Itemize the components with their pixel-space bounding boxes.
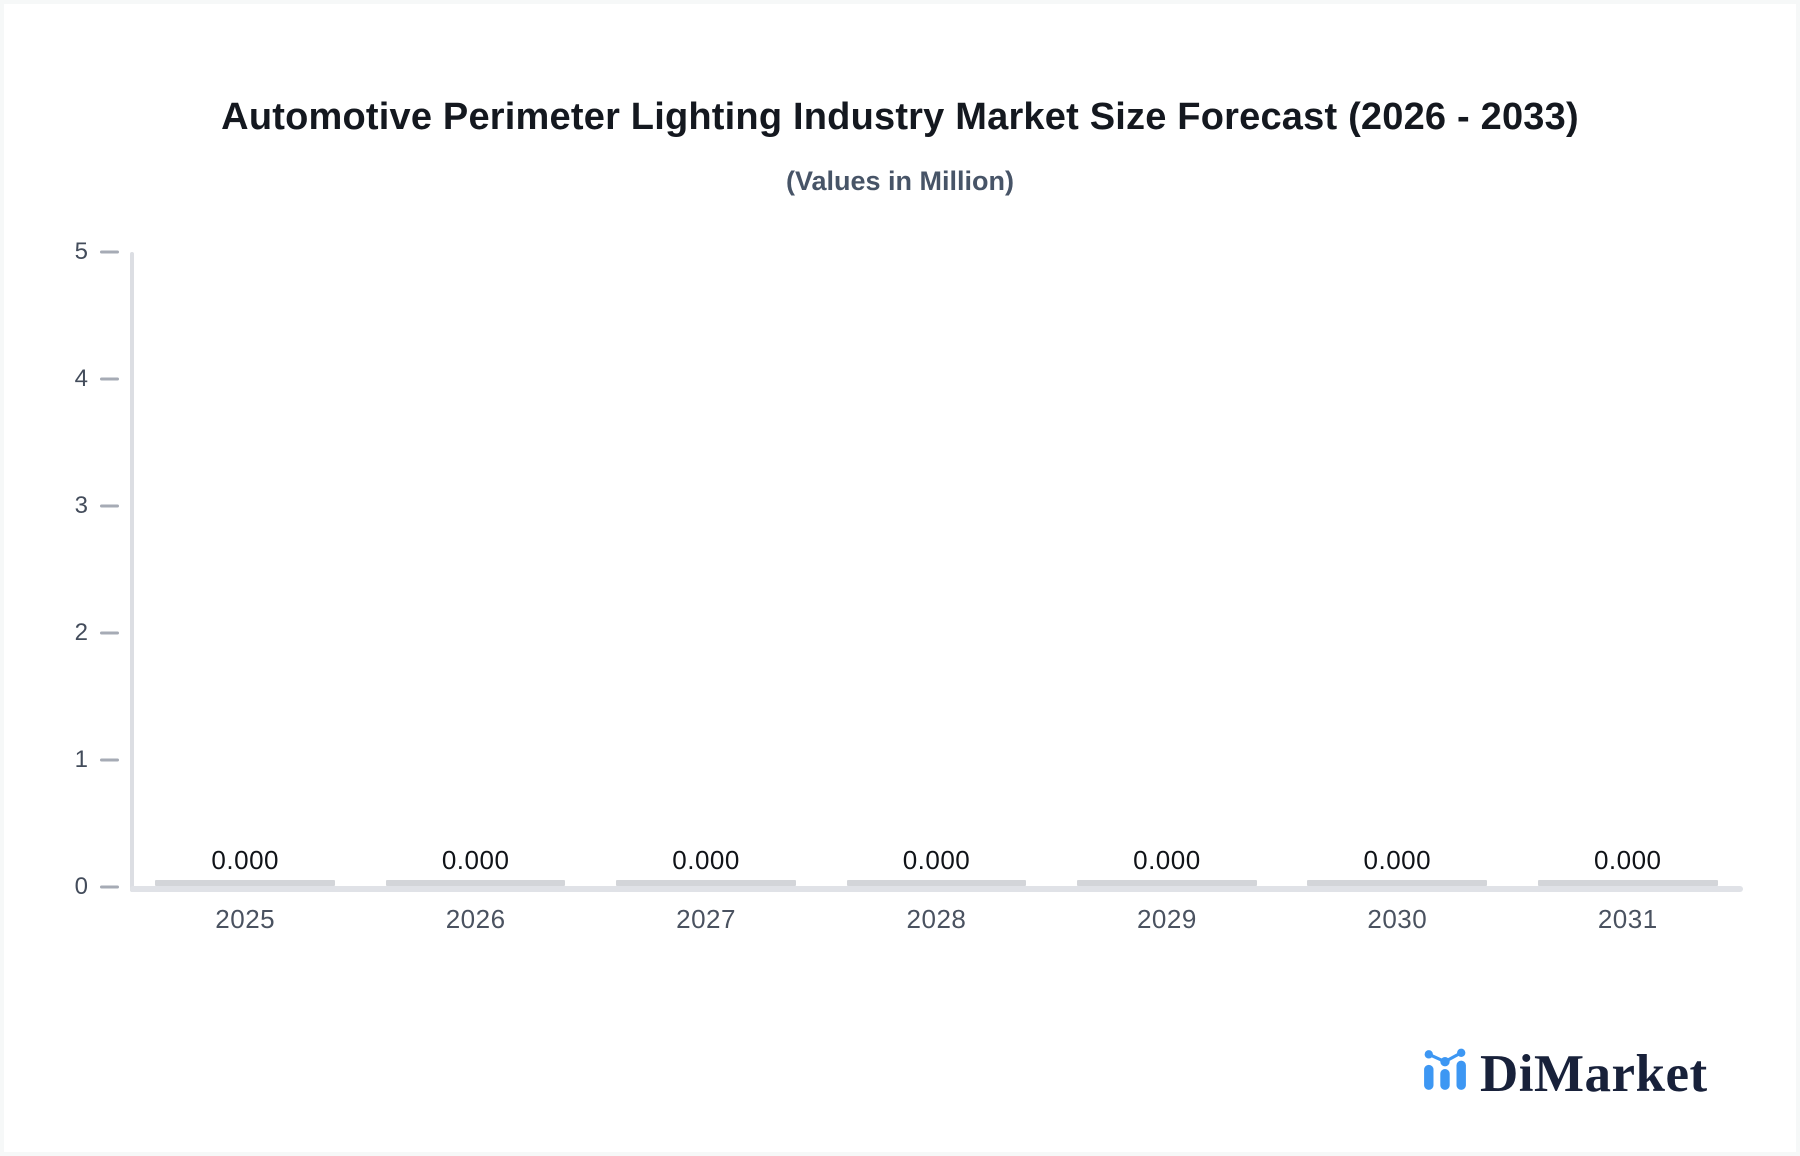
bar-column: 0.000 2028 [821, 750, 1051, 936]
y-tick-mark [100, 504, 119, 508]
y-tick-label: 5 [74, 238, 88, 265]
y-tick-label: 0 [74, 873, 88, 900]
x-tick-label: 2026 [445, 904, 506, 934]
bar-value-label: 0.000 [1593, 845, 1662, 875]
bar [1307, 880, 1488, 886]
bar-column: 0.000 2029 [1052, 750, 1282, 936]
bar-value-label: 0.000 [1363, 845, 1432, 875]
logo-text: DiMarket [1480, 1045, 1708, 1103]
bar-value-label: 0.000 [1133, 845, 1201, 875]
plot-area: 0.000 2025 0.000 2026 0.000 2027 0.000 2… [130, 750, 1743, 936]
x-tick-label: 2031 [1597, 904, 1658, 934]
bar-value-label: 0.000 [441, 845, 510, 875]
bar [385, 880, 566, 886]
bar-value-label: 0.000 [672, 845, 740, 875]
y-tick-mark [100, 250, 119, 254]
y-tick-mark [100, 758, 119, 762]
bar [846, 880, 1027, 886]
bar-value-label: 0.000 [902, 845, 971, 875]
y-tick-mark [100, 377, 119, 381]
y-tick-mark [100, 631, 119, 635]
x-axis-line [130, 886, 1743, 892]
bar-column: 0.000 2025 [130, 750, 360, 936]
y-axis-line [130, 252, 134, 892]
y-tick-label: 3 [74, 492, 88, 519]
bar [1537, 880, 1718, 886]
x-tick-label: 2028 [906, 904, 967, 934]
y-tick-label: 1 [74, 746, 88, 773]
x-tick-label: 2027 [676, 904, 736, 934]
y-tick-label: 2 [74, 619, 88, 646]
bar [616, 880, 796, 886]
bar-line-chart-icon [1424, 1048, 1466, 1090]
bar-column: 0.000 2031 [1513, 750, 1743, 936]
bar-column: 0.000 2026 [360, 750, 590, 936]
bar-column: 0.000 2030 [1282, 750, 1512, 936]
bar [155, 880, 336, 886]
x-tick-label: 2025 [215, 904, 276, 934]
x-tick-label: 2029 [1136, 904, 1197, 934]
y-tick-label: 4 [74, 365, 88, 392]
chart-title: Automotive Perimeter Lighting Industry M… [221, 96, 1579, 138]
chart-subtitle: (Values in Million) [785, 166, 1015, 196]
bar-value-label: 0.000 [211, 845, 279, 875]
bar [1077, 880, 1257, 886]
brand-logo: DiMarket [1422, 1044, 1708, 1101]
y-tick-mark [100, 885, 119, 889]
bar-column: 0.000 2027 [591, 750, 821, 936]
chart-card [4, 4, 1796, 1152]
x-tick-label: 2030 [1367, 904, 1428, 934]
